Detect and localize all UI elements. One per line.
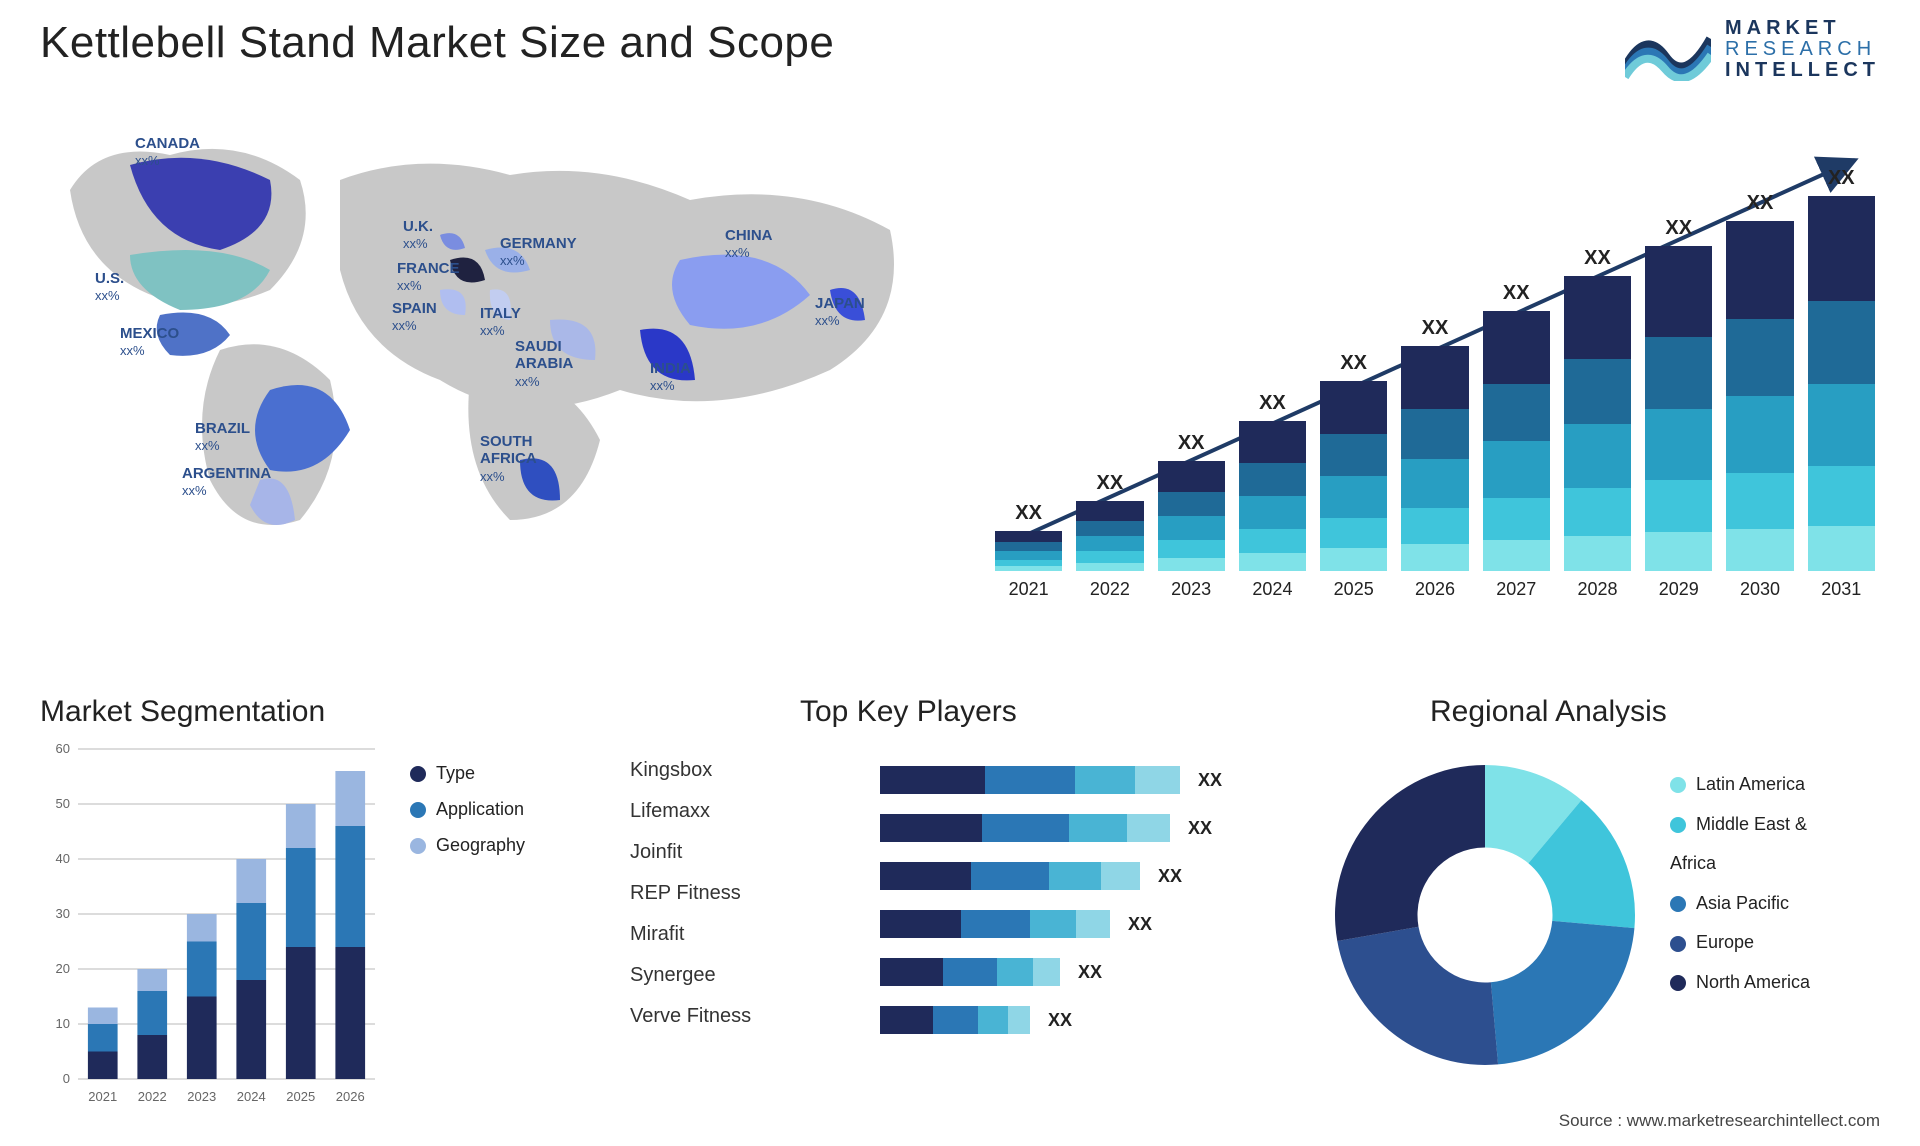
keyplayers-title: Top Key Players xyxy=(800,695,1017,729)
segmentation-title: Market Segmentation xyxy=(40,695,570,729)
regional-legend: Latin AmericaMiddle East &AfricaAsia Pac… xyxy=(1670,765,1810,1003)
svg-text:2024: 2024 xyxy=(237,1089,266,1104)
svg-text:2021: 2021 xyxy=(88,1089,117,1104)
keyplayer-bar: XX xyxy=(880,1000,1280,1040)
map-label: SPAINxx% xyxy=(392,300,437,335)
svg-text:50: 50 xyxy=(56,796,70,811)
map-label: INDIAxx% xyxy=(650,360,691,395)
keyplayer-name: Mirafit xyxy=(630,914,751,955)
map-label: MEXICOxx% xyxy=(120,325,179,360)
regional-title: Regional Analysis xyxy=(1430,695,1667,729)
growth-bar: XX2022 xyxy=(1076,472,1143,600)
legend-item: Latin America xyxy=(1670,765,1810,805)
wave-icon xyxy=(1625,19,1711,81)
growth-bar: XX2028 xyxy=(1564,247,1631,600)
map-label: CHINAxx% xyxy=(725,227,773,262)
growth-bar: XX2027 xyxy=(1483,282,1550,600)
keyplayer-bar: XX xyxy=(880,808,1280,848)
logo-line2: RESEARCH xyxy=(1725,39,1880,60)
legend-item: Europe xyxy=(1670,923,1810,963)
growth-bar: XX2023 xyxy=(1158,432,1225,600)
svg-text:2025: 2025 xyxy=(286,1089,315,1104)
svg-text:40: 40 xyxy=(56,851,70,866)
page-title: Kettlebell Stand Market Size and Scope xyxy=(40,18,834,68)
brand-logo: MARKET RESEARCH INTELLECT xyxy=(1625,18,1880,81)
map-label: BRAZILxx% xyxy=(195,420,250,455)
map-label: U.K.xx% xyxy=(403,218,433,253)
legend-item: Geography xyxy=(410,827,525,863)
keyplayers-list: KingsboxLifemaxxJoinfitREP FitnessMirafi… xyxy=(630,750,751,1037)
svg-text:2023: 2023 xyxy=(187,1089,216,1104)
map-label: FRANCExx% xyxy=(397,260,460,295)
growth-bar-chart: XX2021XX2022XX2023XX2024XX2025XX2026XX20… xyxy=(995,140,1875,640)
svg-text:2022: 2022 xyxy=(138,1089,167,1104)
keyplayer-name: Joinfit xyxy=(630,832,751,873)
legend-item: Asia Pacific xyxy=(1670,884,1810,924)
keyplayer-bar: XX xyxy=(880,856,1280,896)
keyplayer-bar: XX xyxy=(880,904,1280,944)
svg-text:20: 20 xyxy=(56,961,70,976)
legend-item: Middle East &Africa xyxy=(1670,805,1810,884)
keyplayers-chart: XX XX XX XX XX XX xyxy=(880,760,1280,1048)
map-label: JAPANxx% xyxy=(815,295,865,330)
keyplayer-name: Verve Fitness xyxy=(630,996,751,1037)
legend-item: Type xyxy=(410,755,525,791)
svg-text:60: 60 xyxy=(56,741,70,756)
growth-bar: XX2029 xyxy=(1645,217,1712,600)
svg-text:10: 10 xyxy=(56,1016,70,1031)
logo-line1: MARKET xyxy=(1725,18,1880,39)
source-text: Source : www.marketresearchintellect.com xyxy=(1559,1111,1880,1131)
keyplayer-name: Synergee xyxy=(630,955,751,996)
world-map: CANADAxx% U.S.xx% MEXICOxx% BRAZILxx% ARGENT… xyxy=(40,120,940,670)
map-label: ITALYxx% xyxy=(480,305,521,340)
svg-text:0: 0 xyxy=(63,1071,70,1086)
growth-bar: XX2026 xyxy=(1401,317,1468,600)
keyplayer-name: Lifemaxx xyxy=(630,791,751,832)
map-label: ARGENTINAxx% xyxy=(182,465,271,500)
map-label: U.S.xx% xyxy=(95,270,124,305)
growth-bar: XX2031 xyxy=(1808,167,1875,600)
regional-donut xyxy=(1330,760,1640,1070)
segmentation-panel: Market Segmentation 0 10 20 30 40 50 60 2021 202… xyxy=(40,695,570,1109)
keyplayer-name: REP Fitness xyxy=(630,873,751,914)
legend-item: North America xyxy=(1670,963,1810,1003)
growth-bar: XX2021 xyxy=(995,502,1062,600)
svg-text:30: 30 xyxy=(56,906,70,921)
segmentation-legend: TypeApplicationGeography xyxy=(410,755,525,863)
svg-text:2026: 2026 xyxy=(336,1089,365,1104)
legend-item: Application xyxy=(410,791,525,827)
map-label: CANADAxx% xyxy=(135,135,200,170)
keyplayer-bar: XX xyxy=(880,952,1280,992)
map-label: SAUDIARABIAxx% xyxy=(515,338,573,390)
keyplayer-bar: XX xyxy=(880,760,1280,800)
growth-bar: XX2024 xyxy=(1239,392,1306,600)
keyplayer-name: Kingsbox xyxy=(630,750,751,791)
map-label: GERMANYxx% xyxy=(500,235,577,270)
logo-line3: INTELLECT xyxy=(1725,60,1880,81)
growth-bar: XX2030 xyxy=(1726,192,1793,600)
map-label: SOUTHAFRICAxx% xyxy=(480,433,537,485)
growth-bar: XX2025 xyxy=(1320,352,1387,600)
